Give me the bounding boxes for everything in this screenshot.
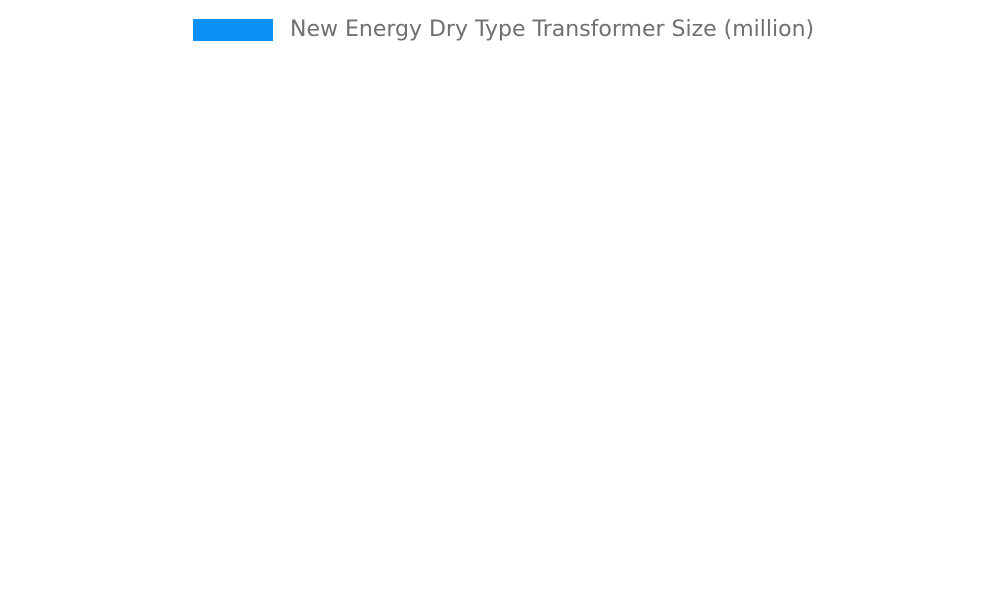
legend-swatch-icon (193, 19, 273, 41)
legend-label: New Energy Dry Type Transformer Size (mi… (290, 17, 815, 42)
legend-item[interactable]: New Energy Dry Type Transformer Size (mi… (193, 17, 814, 43)
